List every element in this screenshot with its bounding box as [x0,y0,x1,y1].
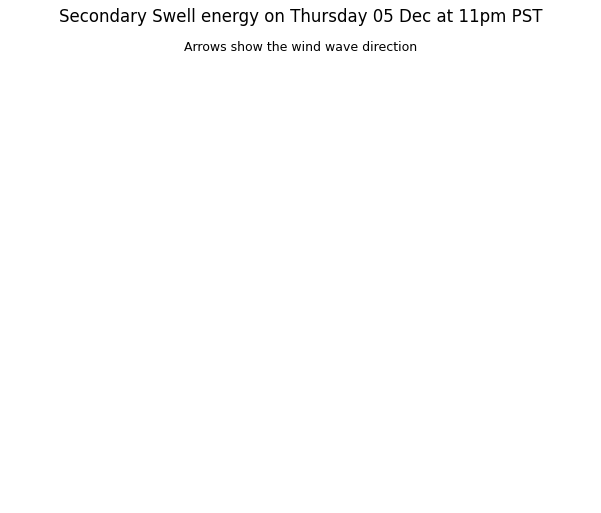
Text: Arrows show the wind wave direction: Arrows show the wind wave direction [184,41,417,54]
Text: Secondary Swell energy on Thursday 05 Dec at 11pm PST: Secondary Swell energy on Thursday 05 De… [59,8,542,26]
Text: cartopy required: cartopy required [219,277,382,295]
